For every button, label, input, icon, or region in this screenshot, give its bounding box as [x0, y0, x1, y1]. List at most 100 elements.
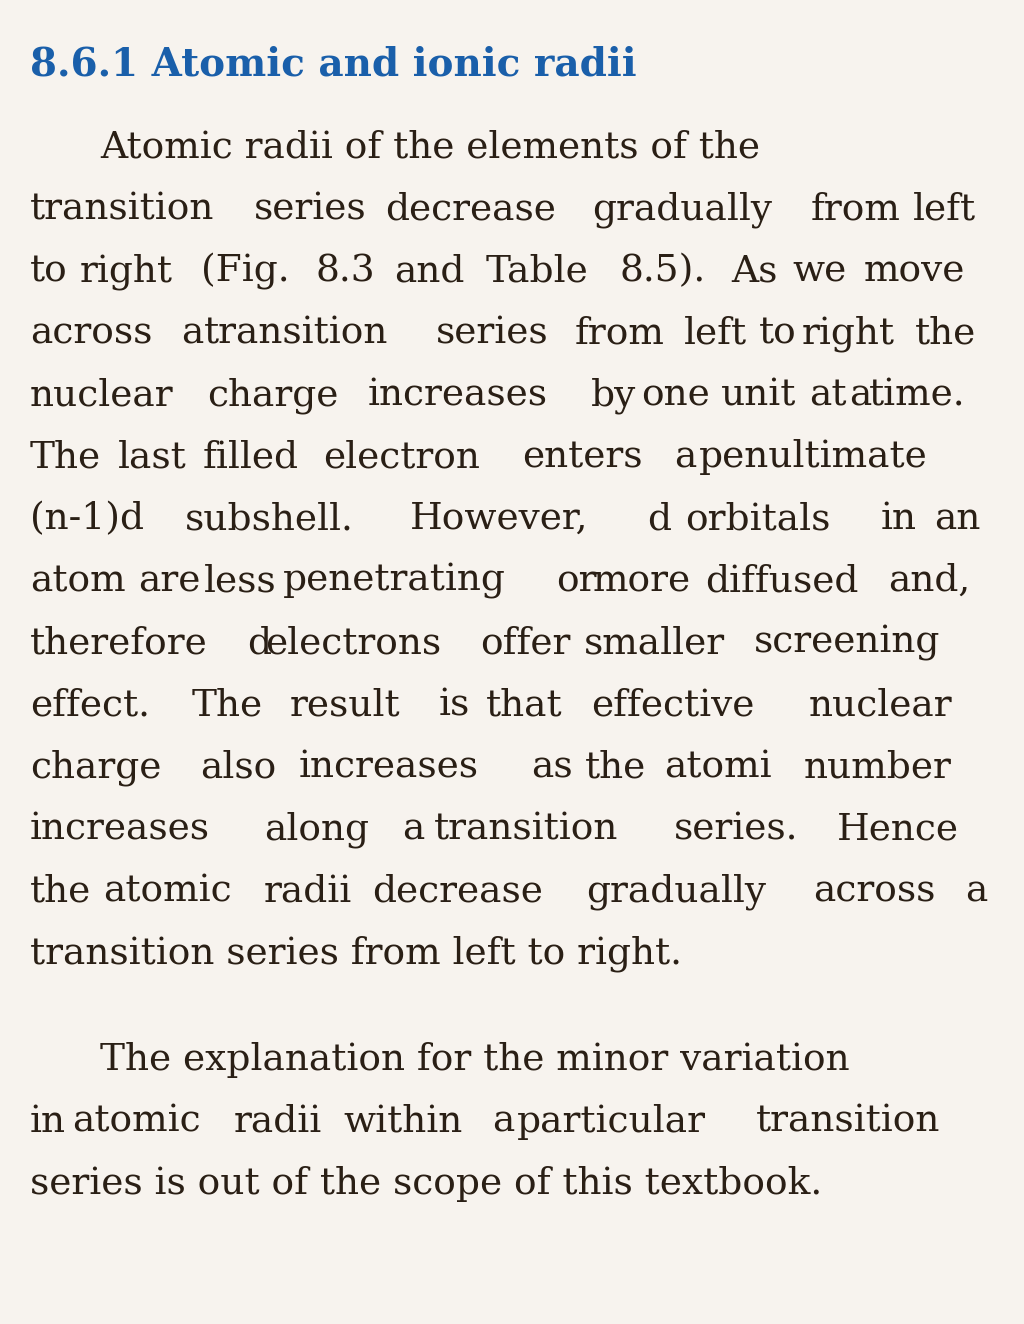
Text: diffused: diffused	[705, 563, 858, 598]
Text: atomic: atomic	[103, 873, 231, 910]
Text: a: a	[849, 377, 871, 413]
Text: a: a	[402, 812, 425, 847]
Text: we: we	[793, 253, 847, 289]
Text: charge: charge	[207, 377, 338, 413]
Text: atomi: atomi	[665, 749, 772, 785]
Text: across: across	[813, 873, 935, 910]
Text: number: number	[803, 749, 951, 785]
Text: electrons: electrons	[265, 625, 441, 661]
Text: an: an	[934, 500, 981, 538]
Text: d: d	[647, 500, 672, 538]
Text: from: from	[574, 315, 665, 351]
Text: left: left	[912, 191, 976, 226]
Text: enters: enters	[522, 440, 642, 475]
Text: a: a	[493, 1104, 515, 1140]
Text: nuclear: nuclear	[30, 377, 174, 413]
Text: orbitals: orbitals	[685, 500, 830, 538]
Text: effect.: effect.	[30, 687, 150, 723]
Text: right: right	[80, 253, 173, 290]
Text: The: The	[30, 440, 101, 475]
Text: a: a	[674, 440, 696, 475]
Text: are: are	[138, 563, 201, 598]
Text: a: a	[966, 873, 987, 910]
Text: As: As	[731, 253, 778, 289]
Text: one: one	[641, 377, 710, 413]
Text: at: at	[809, 377, 847, 413]
Text: to: to	[759, 315, 797, 351]
Text: Hence: Hence	[837, 812, 958, 847]
Text: atom: atom	[30, 563, 126, 598]
Text: subshell.: subshell.	[184, 500, 353, 538]
Text: therefore: therefore	[30, 625, 208, 661]
Text: Atomic radii of the elements of the: Atomic radii of the elements of the	[100, 128, 760, 166]
Text: gradually: gradually	[587, 873, 766, 910]
Text: However,: However,	[410, 500, 588, 538]
Text: left: left	[684, 315, 748, 351]
Text: is: is	[439, 687, 470, 723]
Text: increases: increases	[368, 377, 548, 413]
Text: penultimate: penultimate	[698, 440, 928, 475]
Text: transition series from left to right.: transition series from left to right.	[30, 935, 682, 972]
Text: the: the	[915, 315, 976, 351]
Text: across: across	[30, 315, 153, 351]
Text: transition: transition	[756, 1104, 940, 1140]
Text: effective: effective	[591, 687, 755, 723]
Text: charge: charge	[30, 749, 162, 785]
Text: transition: transition	[433, 812, 617, 847]
Text: right: right	[802, 315, 894, 351]
Text: radii: radii	[233, 1104, 322, 1140]
Text: increases: increases	[298, 749, 478, 785]
Text: in: in	[881, 500, 916, 538]
Text: from: from	[810, 191, 900, 226]
Text: unit: unit	[721, 377, 797, 413]
Text: and: and	[394, 253, 464, 289]
Text: 8.3: 8.3	[316, 253, 376, 289]
Text: result: result	[290, 687, 400, 723]
Text: nuclear: nuclear	[809, 687, 952, 723]
Text: move: move	[863, 253, 965, 289]
Text: offer: offer	[480, 625, 570, 661]
Text: screening: screening	[754, 625, 940, 661]
Text: within: within	[343, 1104, 462, 1140]
Text: particular: particular	[517, 1104, 706, 1140]
Text: by: by	[591, 377, 636, 413]
Text: last: last	[118, 440, 186, 475]
Text: more: more	[593, 563, 691, 598]
Text: decrease: decrease	[372, 873, 543, 910]
Text: to: to	[30, 253, 68, 289]
Text: filled: filled	[203, 440, 299, 475]
Text: also: also	[200, 749, 276, 785]
Text: The: The	[191, 687, 262, 723]
Text: that: that	[486, 687, 562, 723]
Text: transition: transition	[204, 315, 388, 351]
Text: time.: time.	[869, 377, 966, 413]
Text: series: series	[254, 191, 367, 226]
Text: gradually: gradually	[592, 191, 772, 228]
Text: as: as	[530, 749, 572, 785]
Text: electron: electron	[324, 440, 480, 475]
Text: (n-1)d: (n-1)d	[30, 500, 144, 538]
Text: d: d	[247, 625, 270, 661]
Text: transition: transition	[30, 191, 214, 226]
Text: and,: and,	[888, 563, 970, 598]
Text: series.: series.	[674, 812, 798, 847]
Text: smaller: smaller	[584, 625, 725, 661]
Text: in: in	[30, 1104, 66, 1140]
Text: a: a	[181, 315, 204, 351]
Text: series: series	[435, 315, 548, 351]
Text: decrease: decrease	[385, 191, 556, 226]
Text: the: the	[585, 749, 646, 785]
Text: series is out of the scope of this textbook.: series is out of the scope of this textb…	[30, 1166, 822, 1202]
Text: penetrating: penetrating	[283, 563, 506, 598]
Text: 8.5).: 8.5).	[620, 253, 706, 289]
Text: The explanation for the minor variation: The explanation for the minor variation	[100, 1042, 850, 1078]
Text: atomic: atomic	[72, 1104, 201, 1140]
Text: the: the	[30, 873, 91, 910]
Text: 8.6.1 Atomic and ionic radii: 8.6.1 Atomic and ionic radii	[30, 46, 637, 83]
Text: (Fig.: (Fig.	[201, 253, 289, 290]
Text: along: along	[264, 812, 370, 847]
Text: Table: Table	[485, 253, 589, 289]
Text: increases: increases	[30, 812, 210, 847]
Text: or: or	[556, 563, 596, 598]
Text: less: less	[204, 563, 276, 598]
